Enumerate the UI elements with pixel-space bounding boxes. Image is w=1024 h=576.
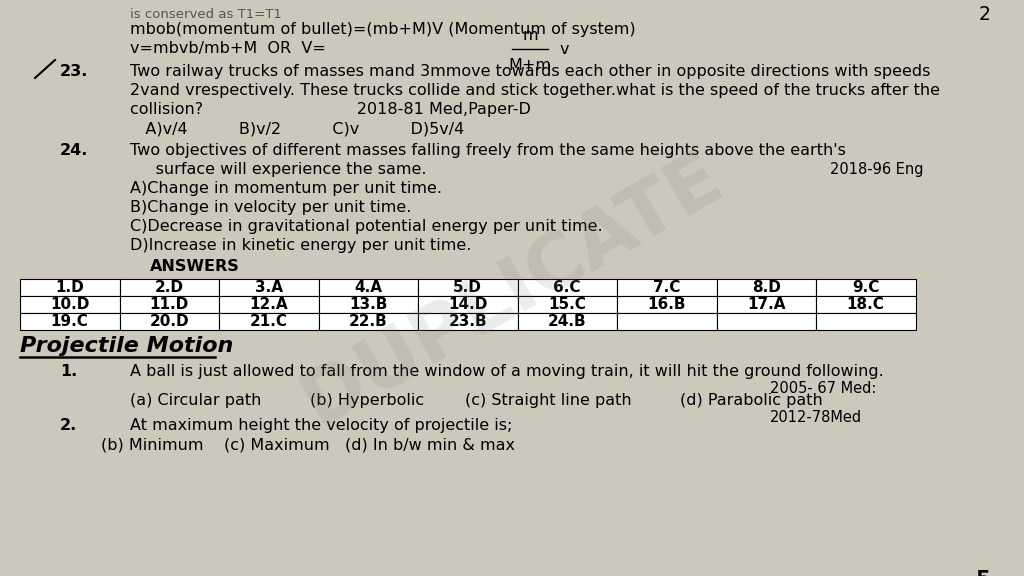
Bar (418, 279, 517, 296)
Text: Projectile Motion: Projectile Motion (20, 336, 233, 356)
Bar (816, 313, 915, 330)
Text: 15.C: 15.C (548, 297, 586, 312)
Text: 22.B: 22.B (349, 314, 388, 329)
Text: (b) Hyperbolic: (b) Hyperbolic (310, 393, 424, 408)
Bar (120, 296, 219, 313)
Bar (418, 313, 517, 330)
Bar (617, 296, 717, 313)
Text: 6.C: 6.C (554, 280, 581, 295)
Bar (318, 296, 418, 313)
Text: 2.: 2. (60, 418, 77, 433)
Text: DUPLICATE: DUPLICATE (289, 140, 735, 440)
Text: 11.D: 11.D (150, 297, 188, 312)
Text: M+m: M+m (509, 58, 552, 73)
Text: 13.B: 13.B (349, 297, 387, 312)
Text: 2vand vrespectively. These trucks collide and stick together.what is the speed o: 2vand vrespectively. These trucks collid… (130, 83, 940, 98)
Text: 7.C: 7.C (653, 280, 680, 295)
Text: 4.A: 4.A (354, 280, 382, 295)
Text: (a) Circular path: (a) Circular path (130, 393, 261, 408)
Bar (219, 296, 318, 313)
Text: C)Decrease in gravitational potential energy per unit time.: C)Decrease in gravitational potential en… (130, 219, 603, 234)
Text: m: m (522, 28, 538, 43)
Text: 5: 5 (975, 570, 990, 576)
Text: 2018-96 Eng: 2018-96 Eng (830, 162, 924, 177)
Text: D)Increase in kinetic energy per unit time.: D)Increase in kinetic energy per unit ti… (130, 238, 471, 253)
Text: 3.A: 3.A (255, 280, 283, 295)
Bar (717, 313, 816, 330)
Text: 20.D: 20.D (150, 314, 189, 329)
Text: 1.: 1. (60, 364, 77, 379)
Text: 2.D: 2.D (155, 280, 183, 295)
Text: 21.C: 21.C (250, 314, 288, 329)
Text: 8.D: 8.D (752, 280, 780, 295)
Text: 2012-78Med: 2012-78Med (770, 410, 862, 425)
Text: ANSWERS: ANSWERS (150, 259, 240, 274)
Text: A)Change in momentum per unit time.: A)Change in momentum per unit time. (130, 181, 442, 196)
Text: 17.A: 17.A (746, 297, 785, 312)
Text: (b) Minimum    (c) Maximum   (d) In b/w min & max: (b) Minimum (c) Maximum (d) In b/w min &… (60, 437, 515, 452)
Bar (617, 279, 717, 296)
Text: 14.D: 14.D (449, 297, 487, 312)
Text: 10.D: 10.D (50, 297, 89, 312)
Text: 5.D: 5.D (454, 280, 482, 295)
Bar (816, 296, 915, 313)
Bar (120, 313, 219, 330)
Text: A ball is just allowed to fall from the window of a moving train, it will hit th: A ball is just allowed to fall from the … (130, 364, 884, 379)
Text: surface will experience the same.: surface will experience the same. (130, 162, 427, 177)
Text: Two railway trucks of masses mand 3mmove towards each other in opposite directio: Two railway trucks of masses mand 3mmove… (130, 64, 931, 79)
Bar (318, 313, 418, 330)
Bar (717, 296, 816, 313)
Text: At maximum height the velocity of projectile is;: At maximum height the velocity of projec… (130, 418, 512, 433)
Text: 12.A: 12.A (250, 297, 288, 312)
Text: v: v (560, 42, 569, 57)
Text: A)v/4          B)v/2          C)v          D)5v/4: A)v/4 B)v/2 C)v D)5v/4 (130, 121, 464, 136)
Text: 24.B: 24.B (548, 314, 587, 329)
Text: 23.B: 23.B (449, 314, 487, 329)
Bar (617, 313, 717, 330)
Text: 18.C: 18.C (847, 297, 885, 312)
Bar (318, 279, 418, 296)
Bar (418, 296, 517, 313)
Bar (517, 296, 617, 313)
Text: (d) Parabolic path: (d) Parabolic path (680, 393, 822, 408)
Text: 23.: 23. (60, 64, 88, 79)
Text: 2005- 67 Med:: 2005- 67 Med: (770, 381, 877, 396)
Text: collision?                              2018-81 Med,Paper-D: collision? 2018-81 Med,Paper-D (130, 102, 530, 117)
Text: 2: 2 (978, 5, 990, 24)
Bar (517, 313, 617, 330)
Text: 19.C: 19.C (51, 314, 89, 329)
Text: v=mbvb/mb+M  OR  V=: v=mbvb/mb+M OR V= (130, 41, 326, 56)
Bar (517, 279, 617, 296)
Text: is conserved as T1=T1: is conserved as T1=T1 (130, 8, 282, 21)
Bar (717, 279, 816, 296)
Bar (219, 313, 318, 330)
Bar (20, 279, 120, 296)
Bar (20, 296, 120, 313)
Bar (219, 279, 318, 296)
Text: Two objectives of different masses falling freely from the same heights above th: Two objectives of different masses falli… (130, 143, 846, 158)
Text: 1.D: 1.D (55, 280, 84, 295)
Text: mbob(momentum of bullet)=(mb+M)V (Momentum of system): mbob(momentum of bullet)=(mb+M)V (Moment… (130, 22, 636, 37)
Text: (c) Straight line path: (c) Straight line path (465, 393, 632, 408)
Text: 9.C: 9.C (852, 280, 880, 295)
Bar (816, 279, 915, 296)
Text: B)Change in velocity per unit time.: B)Change in velocity per unit time. (130, 200, 412, 215)
Text: 16.B: 16.B (647, 297, 686, 312)
Bar (120, 279, 219, 296)
Bar (20, 313, 120, 330)
Text: 24.: 24. (60, 143, 88, 158)
